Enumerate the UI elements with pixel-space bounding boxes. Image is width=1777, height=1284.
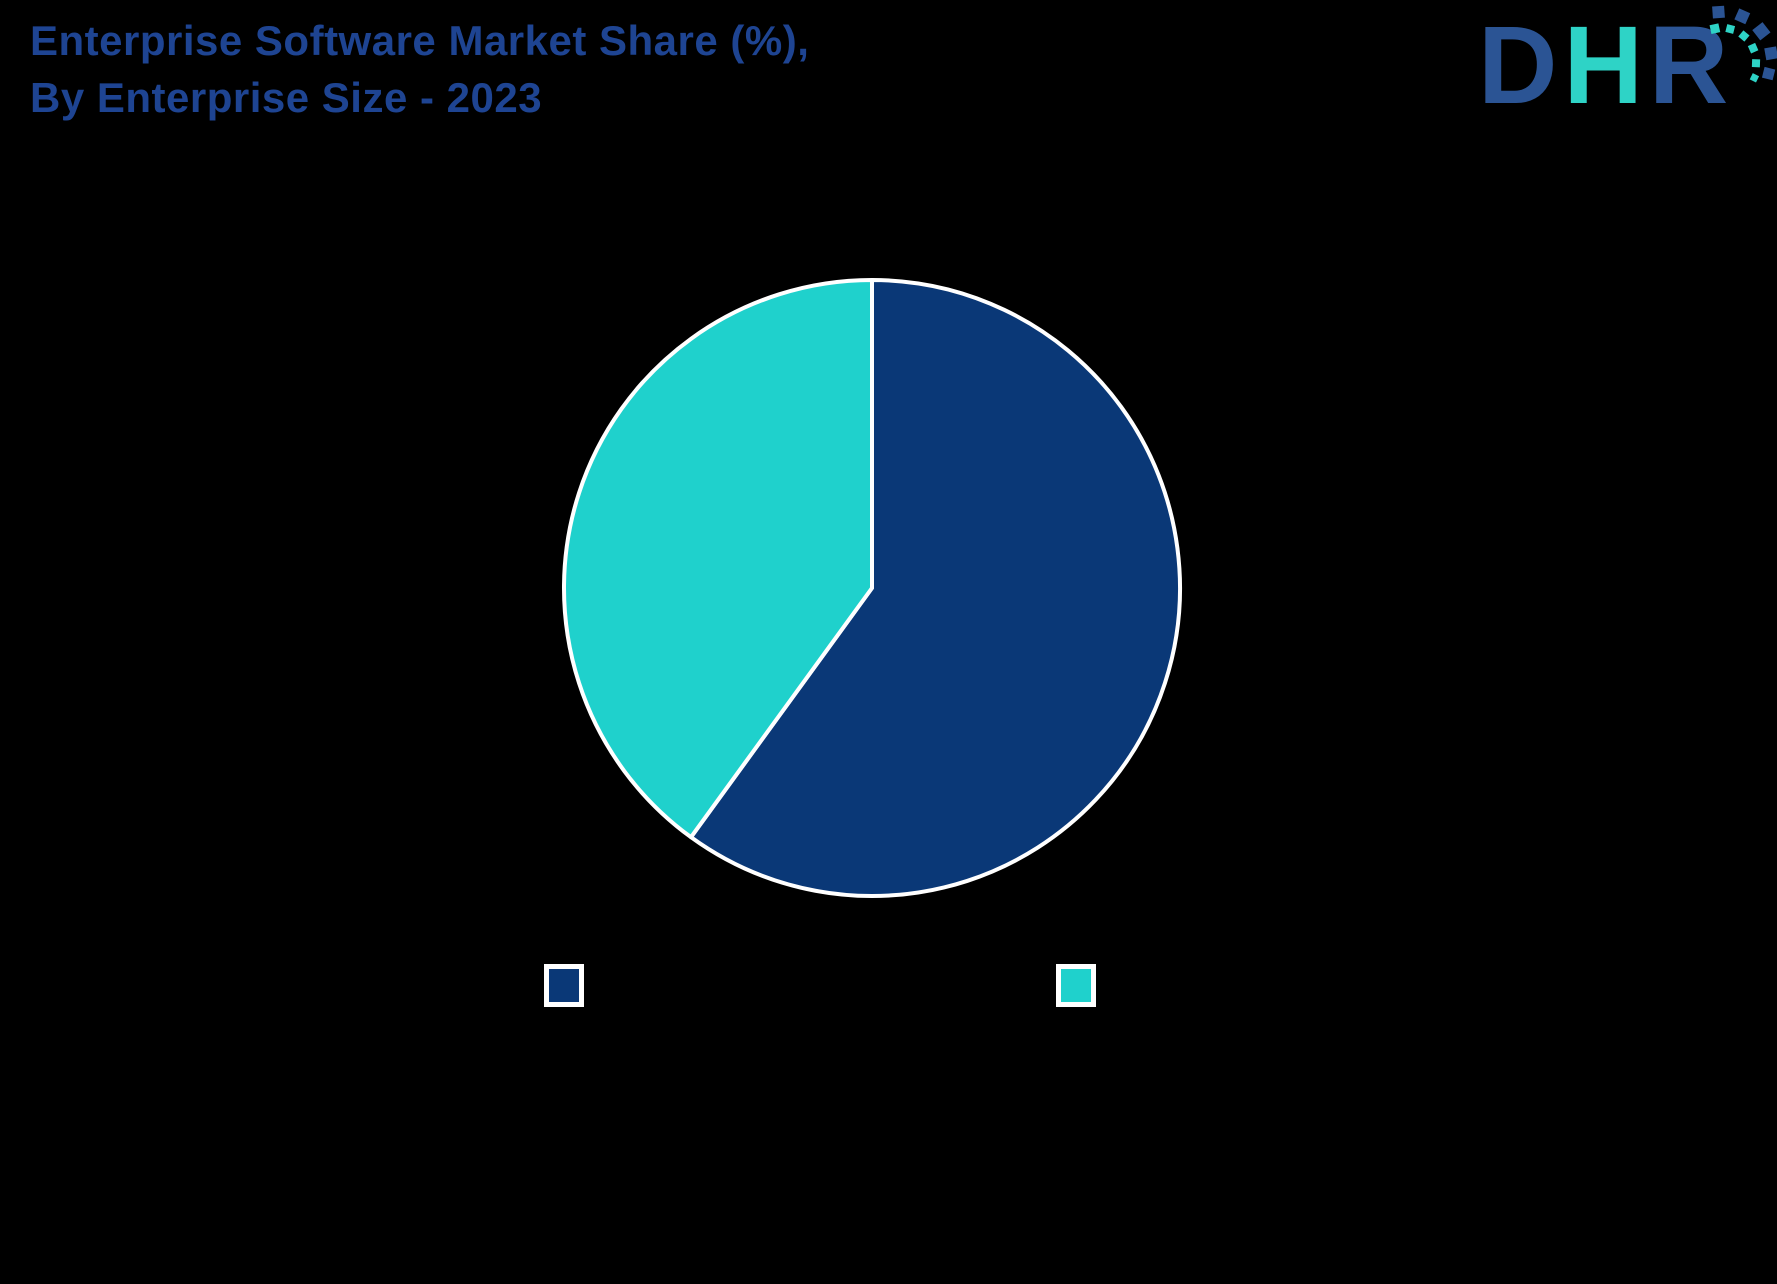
logo-letter-d: D	[1478, 4, 1564, 127]
pie-slice-1	[561, 278, 874, 840]
logo-dot	[1764, 46, 1777, 61]
legend-swatch-segment-1	[1056, 964, 1096, 1007]
logo-letter-h: H	[1563, 4, 1649, 127]
logo-dot	[1749, 73, 1760, 83]
legend-swatch-segment-0	[544, 964, 584, 1007]
logo-dot	[1734, 8, 1751, 25]
logo-dot	[1747, 42, 1759, 54]
logo-dot	[1709, 23, 1721, 35]
dhr-logo: DHR	[1478, 6, 1734, 126]
chart-title: Enterprise Software Market Share (%), By…	[30, 12, 809, 126]
chart-title-line-2: By Enterprise Size - 2023	[30, 74, 543, 121]
logo-dot	[1751, 59, 1761, 68]
pie-slice-0	[688, 278, 1182, 898]
chart-title-line-1: Enterprise Software Market Share (%),	[30, 17, 810, 64]
logo-dot	[1738, 30, 1750, 42]
logo-dot	[1712, 5, 1725, 19]
pie-chart	[561, 278, 1182, 898]
logo-dot	[1761, 66, 1776, 81]
logo-dot	[1725, 24, 1736, 34]
logo-dots-icon	[1709, 5, 1777, 83]
logo-dot	[1752, 22, 1771, 41]
